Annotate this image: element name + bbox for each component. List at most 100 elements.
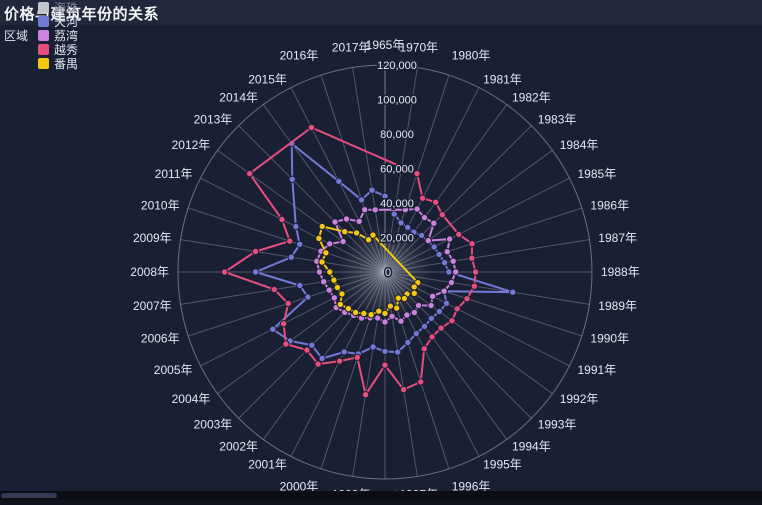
data-point[interactable] <box>440 258 449 267</box>
data-point[interactable] <box>453 305 461 313</box>
data-point[interactable] <box>381 309 389 318</box>
data-point[interactable] <box>364 236 373 244</box>
data-point[interactable] <box>399 385 408 394</box>
data-point[interactable] <box>445 235 454 243</box>
data-point[interactable] <box>393 304 401 312</box>
legend-item-荔湾[interactable]: 荔湾 <box>38 29 78 43</box>
data-point[interactable] <box>430 219 438 227</box>
data-point[interactable] <box>440 287 448 295</box>
data-point[interactable] <box>318 354 326 363</box>
data-point[interactable] <box>326 240 334 248</box>
data-point[interactable] <box>448 317 456 325</box>
data-point[interactable] <box>251 268 260 276</box>
data-point[interactable] <box>413 169 421 178</box>
data-point[interactable] <box>449 257 457 265</box>
data-point[interactable] <box>286 237 294 245</box>
data-point[interactable] <box>445 268 453 276</box>
data-point[interactable] <box>455 230 463 239</box>
data-point[interactable] <box>397 317 405 325</box>
data-point[interactable] <box>430 243 438 251</box>
data-point[interactable] <box>427 314 436 323</box>
data-point[interactable] <box>355 217 363 226</box>
series-番禺[interactable] <box>315 222 422 319</box>
data-point[interactable] <box>269 325 277 333</box>
data-point[interactable] <box>420 345 428 353</box>
data-point[interactable] <box>357 196 366 204</box>
data-point[interactable] <box>322 249 330 257</box>
data-point[interactable] <box>390 210 398 218</box>
data-point[interactable] <box>386 302 395 310</box>
data-point[interactable] <box>417 378 425 386</box>
data-point[interactable] <box>374 314 382 322</box>
data-point[interactable] <box>368 186 376 194</box>
data-point[interactable] <box>307 123 316 132</box>
data-point[interactable] <box>361 206 369 214</box>
data-point[interactable] <box>330 294 338 302</box>
data-point[interactable] <box>325 286 333 294</box>
data-point[interactable] <box>304 293 312 301</box>
data-point[interactable] <box>338 290 346 298</box>
data-point[interactable] <box>432 198 440 206</box>
data-point[interactable] <box>331 218 339 226</box>
data-point[interactable] <box>367 311 375 319</box>
data-point[interactable] <box>412 329 420 338</box>
data-point[interactable] <box>471 268 480 276</box>
data-point[interactable] <box>400 294 408 303</box>
data-point[interactable] <box>381 361 389 369</box>
legend-item-越秀[interactable]: 越秀 <box>38 43 78 57</box>
data-point[interactable] <box>369 231 377 239</box>
data-point[interactable] <box>442 299 451 307</box>
data-point[interactable] <box>318 222 326 231</box>
data-point[interactable] <box>509 288 517 296</box>
data-point[interactable] <box>342 215 351 223</box>
data-point[interactable] <box>410 228 418 236</box>
data-point[interactable] <box>315 268 324 276</box>
data-point[interactable] <box>452 268 460 276</box>
data-point[interactable] <box>375 307 383 315</box>
data-point[interactable] <box>284 299 292 308</box>
legend-item-海珠[interactable]: 海珠 <box>38 1 78 15</box>
data-point[interactable] <box>351 308 360 317</box>
data-point[interactable] <box>381 192 389 200</box>
data-point[interactable] <box>437 324 445 332</box>
data-point[interactable] <box>335 357 344 365</box>
data-point[interactable] <box>340 348 348 356</box>
data-point[interactable] <box>420 322 429 331</box>
data-point[interactable] <box>279 320 288 328</box>
data-point[interactable] <box>417 231 426 240</box>
data-point[interactable] <box>397 219 405 227</box>
series-天河[interactable] <box>251 139 517 363</box>
data-point[interactable] <box>318 258 326 266</box>
data-point[interactable] <box>282 340 290 348</box>
data-point[interactable] <box>371 206 379 214</box>
data-point[interactable] <box>418 194 427 202</box>
data-point[interactable] <box>388 312 396 320</box>
data-point[interactable] <box>251 247 260 256</box>
data-point[interactable] <box>394 294 402 302</box>
data-point[interactable] <box>427 301 435 310</box>
data-point[interactable] <box>339 237 347 246</box>
data-point[interactable] <box>443 248 451 256</box>
data-point[interactable] <box>404 223 412 232</box>
data-point[interactable] <box>296 281 304 290</box>
series-越秀[interactable] <box>220 123 480 399</box>
data-point[interactable] <box>468 240 476 248</box>
data-point[interactable] <box>270 285 278 294</box>
data-point[interactable] <box>463 295 471 303</box>
data-point[interactable] <box>360 309 368 318</box>
data-point[interactable] <box>470 282 479 290</box>
data-point[interactable] <box>344 304 353 313</box>
data-point[interactable] <box>353 353 361 361</box>
data-point[interactable] <box>341 228 349 236</box>
data-point[interactable] <box>315 234 323 243</box>
data-point[interactable] <box>410 289 418 297</box>
scrollbar-thumb[interactable] <box>1 493 57 498</box>
data-point[interactable] <box>278 215 286 224</box>
data-point[interactable] <box>296 240 304 249</box>
data-point[interactable] <box>410 283 418 291</box>
data-point[interactable] <box>424 236 432 245</box>
data-point[interactable] <box>336 300 344 309</box>
data-point[interactable] <box>292 222 300 231</box>
data-point[interactable] <box>435 250 443 259</box>
data-point[interactable] <box>303 346 311 354</box>
